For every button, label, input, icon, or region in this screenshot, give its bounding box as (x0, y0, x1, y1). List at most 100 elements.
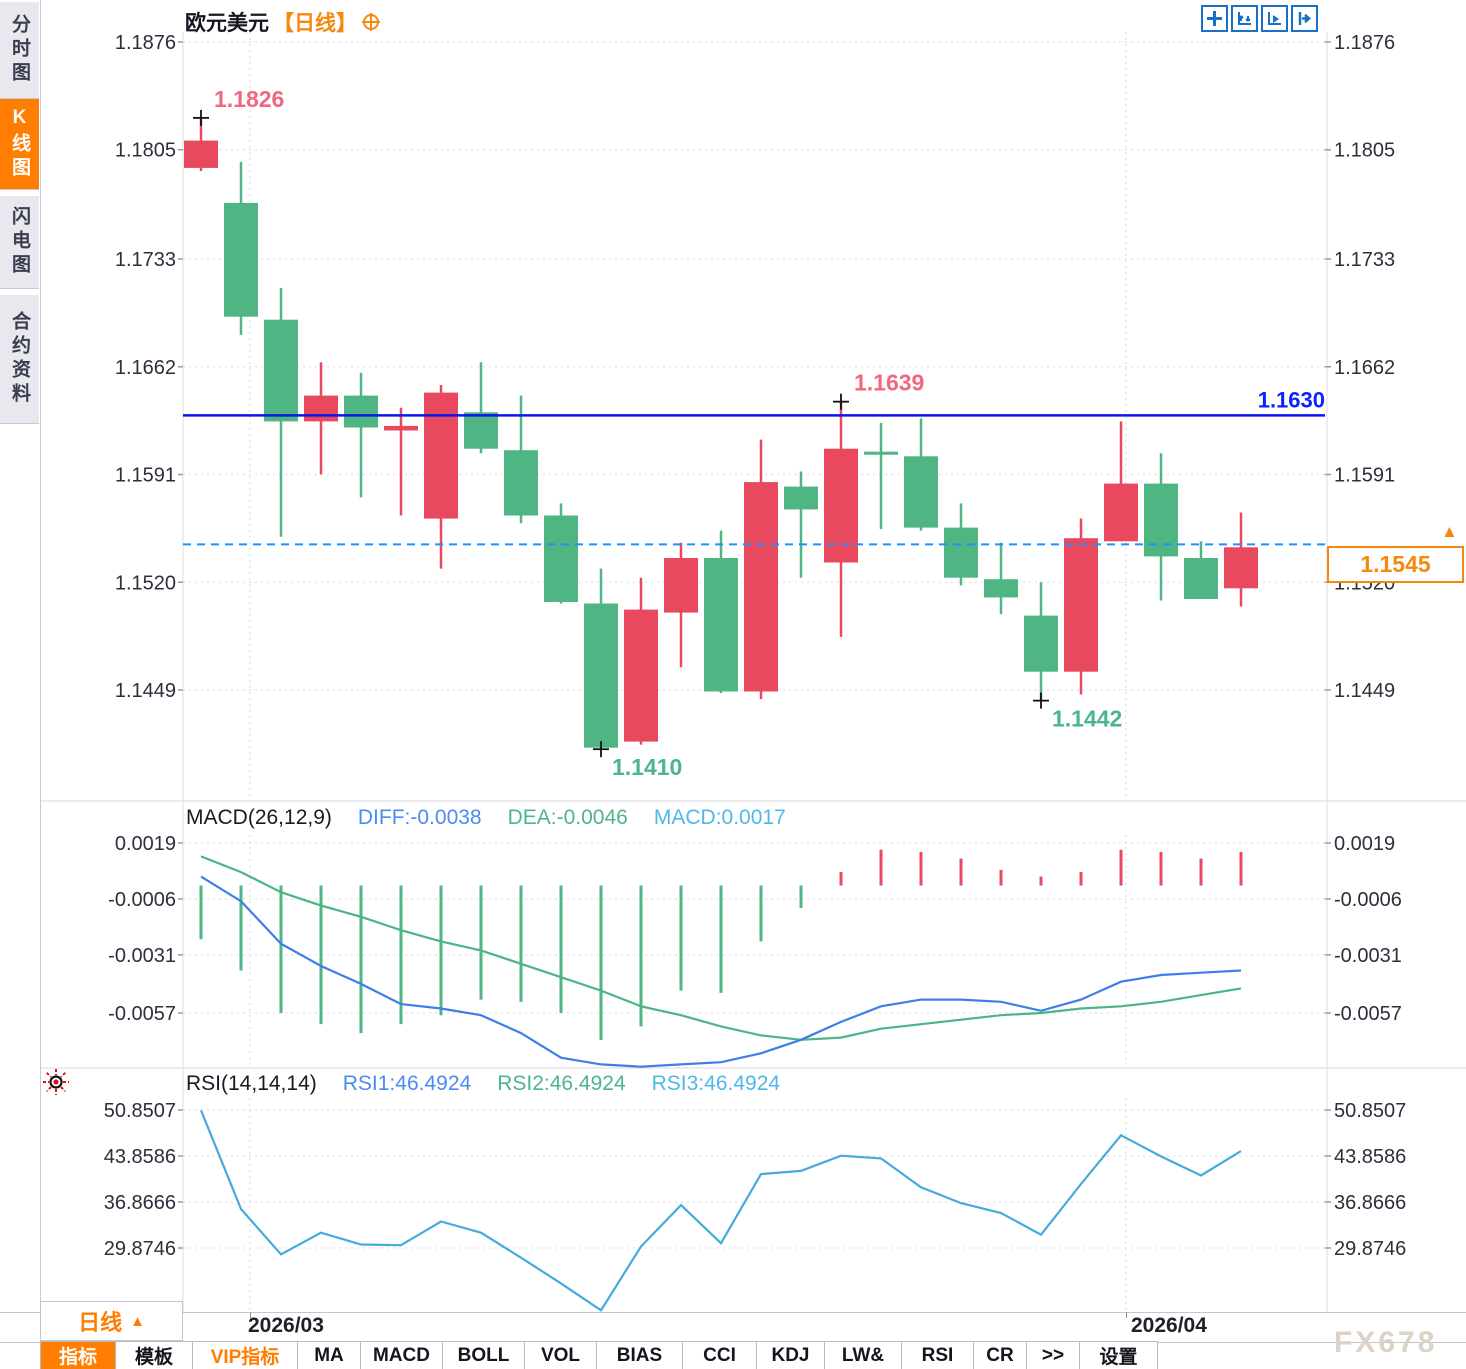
rsi-axis-label-left: 29.8746 (104, 1238, 176, 1260)
date-label-april: 2026/04 (1131, 1314, 1207, 1337)
macd-axis-label-right: 0.0019 (1334, 833, 1395, 855)
rsi-axis-label-right: 36.8666 (1334, 1192, 1406, 1214)
tab-vol[interactable]: VOL (525, 1341, 597, 1369)
tab-kdj[interactable]: KDJ (757, 1341, 825, 1369)
rsi-header: RSI(14,14,14) RSI1:46.4924 RSI2:46.4924 … (186, 1072, 780, 1096)
macd-axis-label-right: -0.0031 (1334, 945, 1402, 967)
candle (544, 515, 578, 602)
price-axis-label-left: 1.1733 (115, 249, 176, 271)
candle (504, 450, 538, 516)
price-axis-label-right: 1.1662 (1334, 357, 1395, 379)
crosshair-icon[interactable] (1201, 5, 1228, 32)
date-label-march: 2026/03 (248, 1314, 324, 1337)
macd-diff-value: DIFF:-0.0038 (357, 806, 482, 829)
candle (944, 527, 978, 578)
candle (1064, 538, 1098, 672)
sidebar-tab-contract-info[interactable]: 合约资料 (0, 295, 39, 424)
tab-template[interactable]: 模板 (116, 1341, 193, 1369)
macd-axis-label-left: -0.0006 (108, 889, 176, 911)
rsi-name: RSI(14,14,14) (186, 1072, 317, 1095)
price-annotation: 1.1442 (1052, 706, 1122, 732)
candle (664, 558, 698, 613)
price-axis-label-left: 1.1662 (115, 357, 176, 379)
tab-boll[interactable]: BOLL (443, 1341, 525, 1369)
date-tick (250, 1312, 251, 1318)
candle (984, 579, 1018, 598)
sidebar-tab-lightning[interactable]: 闪电图 (0, 196, 39, 289)
candle (704, 558, 738, 692)
symbol-name: 欧元美元 (185, 12, 269, 35)
candle (224, 202, 258, 317)
period-label: 【日线】 (273, 12, 357, 35)
candle (264, 319, 298, 422)
rsi-axis-label-left: 50.8507 (104, 1100, 176, 1122)
chart-toolbar (1201, 5, 1318, 32)
period-selector-button[interactable]: 日线 ▲ (40, 1301, 183, 1341)
pan-right-icon[interactable] (1291, 5, 1318, 32)
tab-more[interactable]: >> (1027, 1341, 1080, 1369)
resistance-label: 1.1630 (1258, 387, 1325, 412)
macd-name: MACD(26,12,9) (186, 806, 332, 829)
price-annotation: 1.1639 (854, 370, 924, 396)
tab-lw[interactable]: LW& (825, 1341, 902, 1369)
sidebar: 分时图 K线图 闪电图 合约资料 (0, 0, 41, 1312)
rsi1-value: RSI1:46.4924 (342, 1072, 472, 1095)
indicator-toolbar: 指标 模板 VIP指标 MA MACD BOLL VOL BIAS CCI KD… (40, 1341, 1158, 1369)
candle (1224, 547, 1258, 589)
sidebar-tab-kline[interactable]: K线图 (0, 99, 39, 190)
axis-zoom-icon[interactable] (1231, 5, 1258, 32)
rsi-axis-label-left: 43.8586 (104, 1146, 176, 1168)
scroll-to-latest-icon[interactable]: ▲ (1441, 522, 1458, 541)
chevron-up-icon: ▲ (130, 1312, 145, 1330)
price-axis-label-right: 1.1591 (1334, 465, 1395, 487)
macd-hist-value: MACD:0.0017 (653, 806, 786, 829)
candle (384, 425, 418, 431)
current-price-tag: 1.1545 (1327, 546, 1464, 583)
tab-cr[interactable]: CR (974, 1341, 1027, 1369)
candle (584, 603, 618, 748)
price-axis-label-left: 1.1520 (115, 572, 176, 594)
rsi-axis-label-right: 43.8586 (1334, 1146, 1406, 1168)
tab-ma[interactable]: MA (298, 1341, 361, 1369)
candle (424, 392, 458, 519)
candle (1104, 483, 1138, 542)
tab-cci[interactable]: CCI (683, 1341, 757, 1369)
macd-dea-value: DEA:-0.0046 (507, 806, 628, 829)
price-axis-label-left: 1.1876 (115, 32, 176, 54)
candle (824, 448, 858, 563)
chart-title: 欧元美元 【日线】 (185, 7, 381, 37)
tab-vip-indicator[interactable]: VIP指标 (193, 1341, 298, 1369)
rsi-axis-label-right: 29.8746 (1334, 1238, 1406, 1260)
candle (1184, 558, 1218, 599)
candle (464, 412, 498, 449)
tab-indicator[interactable]: 指标 (40, 1341, 116, 1369)
watermark: FX678 (1334, 1326, 1438, 1359)
price-axis-label-right: 1.1449 (1334, 680, 1395, 702)
date-tick (1126, 1312, 1127, 1318)
axis-play-icon[interactable] (1261, 5, 1288, 32)
dea-line (200, 855, 1242, 1041)
macd-header: MACD(26,12,9) DIFF:-0.0038 DEA:-0.0046 M… (186, 806, 786, 830)
rsi-axis-label-right: 50.8507 (1334, 1100, 1406, 1122)
tab-rsi[interactable]: RSI (902, 1341, 974, 1369)
rsi2-value: RSI2:46.4924 (497, 1072, 626, 1095)
candle (864, 451, 898, 455)
candle (184, 140, 218, 168)
price-axis-label-right: 1.1733 (1334, 249, 1395, 271)
price-axis-label-right: 1.1876 (1334, 32, 1395, 54)
tab-bias[interactable]: BIAS (597, 1341, 683, 1369)
chart-canvas[interactable]: 1.1876 1.1876 1.1805 1.1805 1.1733 1.1733 1.16… (0, 0, 1466, 1312)
price-axis-label-left: 1.1591 (115, 465, 176, 487)
candle (744, 482, 778, 692)
tab-macd[interactable]: MACD (361, 1341, 443, 1369)
date-axis (0, 1312, 1466, 1343)
indicator-settings-icon[interactable] (42, 1068, 70, 1101)
target-icon[interactable] (361, 12, 381, 32)
rsi3-value: RSI3:46.4924 (651, 1072, 781, 1095)
tab-settings[interactable]: 设置 (1080, 1341, 1158, 1369)
rsi-axis-label-left: 36.8666 (104, 1192, 176, 1214)
price-axis-label-left: 1.1805 (115, 140, 176, 162)
sidebar-tab-timeline[interactable]: 分时图 (0, 2, 39, 99)
candle (1144, 483, 1178, 557)
